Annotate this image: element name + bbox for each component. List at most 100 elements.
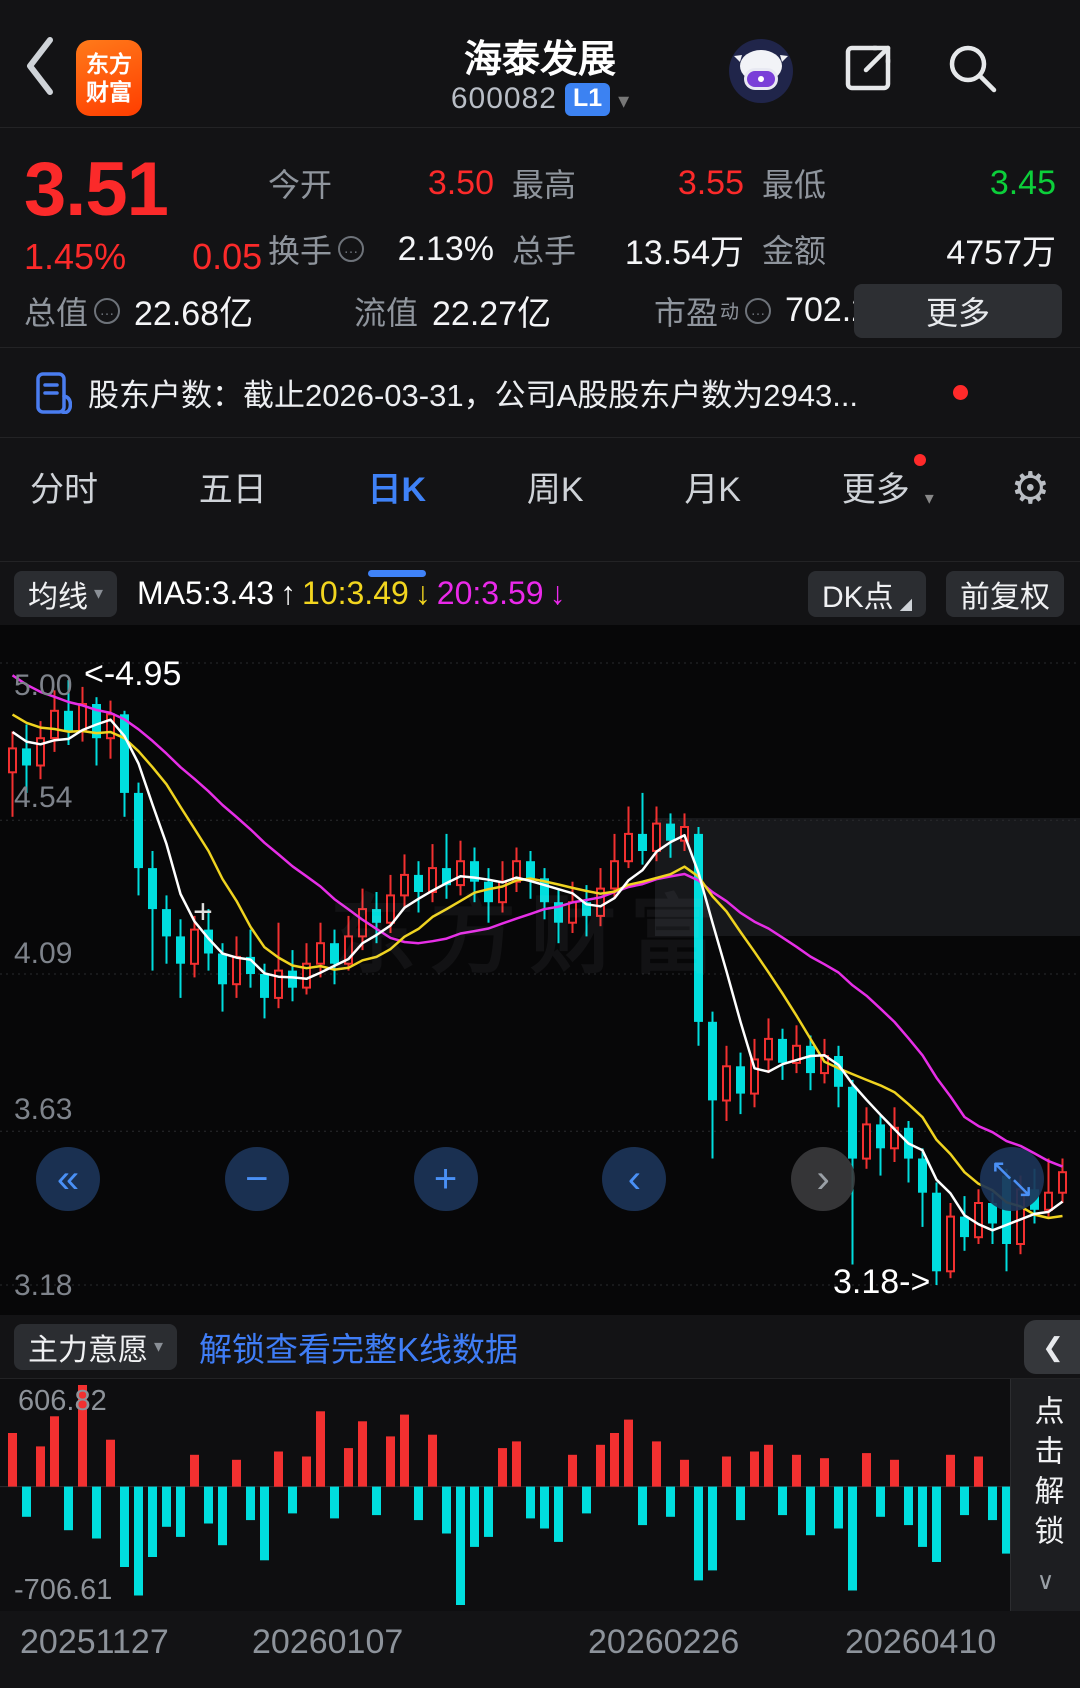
pan-right-button[interactable]: › bbox=[791, 1147, 856, 1211]
stock-code-row[interactable]: 600082 L1 ▾ bbox=[0, 82, 1080, 116]
quote-grid: 今开 3.50 最高 3.55 最低 3.45 换手… 2.13% 总手 13.54万 金… bbox=[268, 150, 1064, 282]
kline-chart[interactable]: 东方财富 5.00 4.54 4.09 3.63 3.18 <-4.95 3.1… bbox=[0, 625, 1080, 1315]
price-change: 1.45% 0.05 bbox=[24, 236, 262, 278]
field-value-low: 3.45 bbox=[989, 163, 1056, 202]
change-value: 0.05 bbox=[192, 236, 263, 277]
volume-pane[interactable]: 606.82 -706.61 点击解锁 ∨ bbox=[0, 1379, 1080, 1611]
tap-to-unlock-text: 点击解锁 bbox=[1029, 1394, 1063, 1555]
field-value-volume: 13.54万 bbox=[624, 233, 744, 272]
ma-values: MA5:3.43 ↑ 10:3.49 ↓ 20:3.59 ↓ bbox=[137, 575, 566, 612]
chart-nav-buttons: « − + ‹ › ↖ ↘ bbox=[0, 1147, 1080, 1211]
field-label: 流值 bbox=[354, 294, 419, 331]
minus-icon: − bbox=[245, 1156, 269, 1201]
ma10-arrow-down-icon: ↓ bbox=[414, 575, 431, 611]
field-value-floatcap: 22.27亿 bbox=[432, 295, 552, 333]
chevron-down-icon: ▾ bbox=[618, 88, 630, 113]
adjust-mode-button[interactable]: 前复权 bbox=[946, 570, 1064, 617]
chevron-right-icon: › bbox=[816, 1156, 830, 1201]
tab-more[interactable]: 更多 ▾ bbox=[842, 454, 934, 515]
collapse-panel-tab[interactable]: ❮ bbox=[1024, 1320, 1080, 1374]
field-value-high: 3.55 bbox=[677, 163, 744, 202]
level1-badge: L1 bbox=[564, 83, 611, 116]
indicator-selector-button[interactable]: 主力意愿 ▾ bbox=[14, 1323, 178, 1370]
news-text: 股东户数：截止2026-03-31，公司A股股东户数为2943... bbox=[88, 378, 859, 413]
field-value-turnover: 2.13% bbox=[397, 229, 494, 268]
tab-fenshi[interactable]: 分时 bbox=[30, 471, 98, 509]
volume-scale-min: -706.61 bbox=[14, 1574, 113, 1606]
plus-icon: + bbox=[433, 1156, 458, 1201]
y-axis-label: 3.63 bbox=[14, 1093, 73, 1126]
zoom-out-button[interactable]: − bbox=[224, 1147, 289, 1211]
y-axis-label: 4.54 bbox=[14, 781, 73, 814]
active-tab-underline bbox=[367, 570, 426, 577]
settings-gear-icon[interactable]: ⚙ bbox=[1010, 463, 1050, 513]
info-icon[interactable]: … bbox=[94, 297, 121, 324]
quote-panel: 3.51 1.45% 0.05 今开 3.50 最高 3.55 最低 3.45 换手…… bbox=[0, 128, 1080, 348]
search-button[interactable] bbox=[942, 38, 1002, 103]
ma5-value: MA5:3.43 bbox=[137, 575, 275, 611]
back-chevron-icon bbox=[27, 37, 53, 95]
back-button[interactable] bbox=[18, 28, 62, 104]
ma20-value: 20:3.59 bbox=[436, 575, 544, 611]
chart-marker-cross: + bbox=[193, 893, 213, 931]
chevron-down-icon: ▾ bbox=[924, 488, 934, 508]
field-value-mktcap: 22.68亿 bbox=[134, 295, 254, 333]
current-price: 3.51 bbox=[24, 147, 169, 232]
x-axis-label: 20260107 bbox=[252, 1623, 404, 1661]
unlock-kline-link[interactable]: 解锁查看完整K线数据 bbox=[199, 1330, 519, 1368]
info-icon[interactable]: … bbox=[745, 297, 772, 324]
robot-icon bbox=[729, 39, 793, 103]
y-axis-label: 5.00 bbox=[14, 669, 73, 702]
assistant-robot-button[interactable] bbox=[728, 38, 794, 109]
change-percent: 1.45% bbox=[24, 236, 127, 277]
ma20-arrow-down-icon: ↓ bbox=[549, 575, 566, 611]
news-banner[interactable]: 股东户数：截止2026-03-31，公司A股股东户数为2943... bbox=[0, 348, 1080, 438]
volume-scale-max: 606.82 bbox=[18, 1385, 107, 1417]
tab-yuek[interactable]: 月K bbox=[684, 471, 741, 509]
chart-tab-bar: 分时 五日 日K 周K 月K 更多 ▾ ⚙ bbox=[0, 438, 1080, 577]
x-axis-dates: 20251127 20260107 20260226 20260410 bbox=[0, 1611, 1080, 1688]
ma-selector-button[interactable]: 均线 ▾ bbox=[14, 570, 118, 617]
field-label: 换手 bbox=[268, 233, 333, 269]
tab-wuri[interactable]: 五日 bbox=[198, 471, 267, 509]
chevron-down-icon: ▾ bbox=[94, 583, 104, 603]
ma10-value: 10:3.49 bbox=[302, 575, 409, 611]
document-icon bbox=[36, 371, 72, 414]
field-label: 金额 bbox=[762, 233, 827, 269]
field-label: 今开 bbox=[268, 167, 333, 203]
y-axis-label: 4.09 bbox=[14, 937, 73, 970]
rewind-icon: « bbox=[56, 1156, 80, 1201]
tap-to-unlock-panel[interactable]: 点击解锁 ∨ bbox=[1010, 1379, 1080, 1611]
tab-rik[interactable]: 日K bbox=[368, 462, 426, 577]
field-label: 最高 bbox=[512, 167, 577, 203]
field-label: 总手 bbox=[512, 233, 577, 269]
expand-chart-button[interactable]: ↖ ↘ bbox=[979, 1147, 1044, 1211]
tab-zhouk[interactable]: 周K bbox=[526, 471, 584, 509]
info-icon[interactable]: … bbox=[338, 236, 365, 262]
dk-point-button[interactable]: DK点 ◢ bbox=[808, 570, 926, 617]
volume-svg bbox=[0, 1385, 1067, 1605]
unread-dot bbox=[953, 385, 968, 400]
page-title: 海泰发展 bbox=[463, 39, 616, 81]
chevron-left-icon: ‹ bbox=[627, 1156, 642, 1201]
logo-text-1: 东方 bbox=[86, 51, 132, 77]
notification-dot bbox=[913, 454, 926, 466]
chart-watermark: 东方财富 bbox=[330, 888, 730, 984]
field-value-amount: 4757万 bbox=[946, 233, 1056, 272]
y-axis-label: 3.18 bbox=[14, 1269, 73, 1302]
zoom-in-button[interactable]: + bbox=[413, 1147, 478, 1211]
quote-row3: 总值… 22.68亿 流值 22.27亿 市盈动… 702.26 bbox=[24, 286, 1064, 335]
more-quote-button[interactable]: 更多 bbox=[854, 284, 1062, 338]
eastmoney-logo[interactable]: 东方 财富 bbox=[76, 40, 142, 116]
pan-left-button[interactable]: ‹ bbox=[602, 1147, 667, 1211]
field-value-open: 3.50 bbox=[427, 163, 494, 202]
chevron-down-icon: ∨ bbox=[1036, 1567, 1055, 1595]
arrow-up-left-icon: ↖ bbox=[989, 1154, 1016, 1187]
x-axis-label: 20251127 bbox=[20, 1623, 169, 1661]
share-button[interactable] bbox=[838, 38, 898, 103]
pe-dynamic-sup: 动 bbox=[720, 302, 740, 323]
rewind-button[interactable]: « bbox=[36, 1147, 100, 1211]
x-axis-label: 20260226 bbox=[588, 1623, 740, 1661]
chevron-left-icon: ❮ bbox=[1042, 1331, 1064, 1362]
